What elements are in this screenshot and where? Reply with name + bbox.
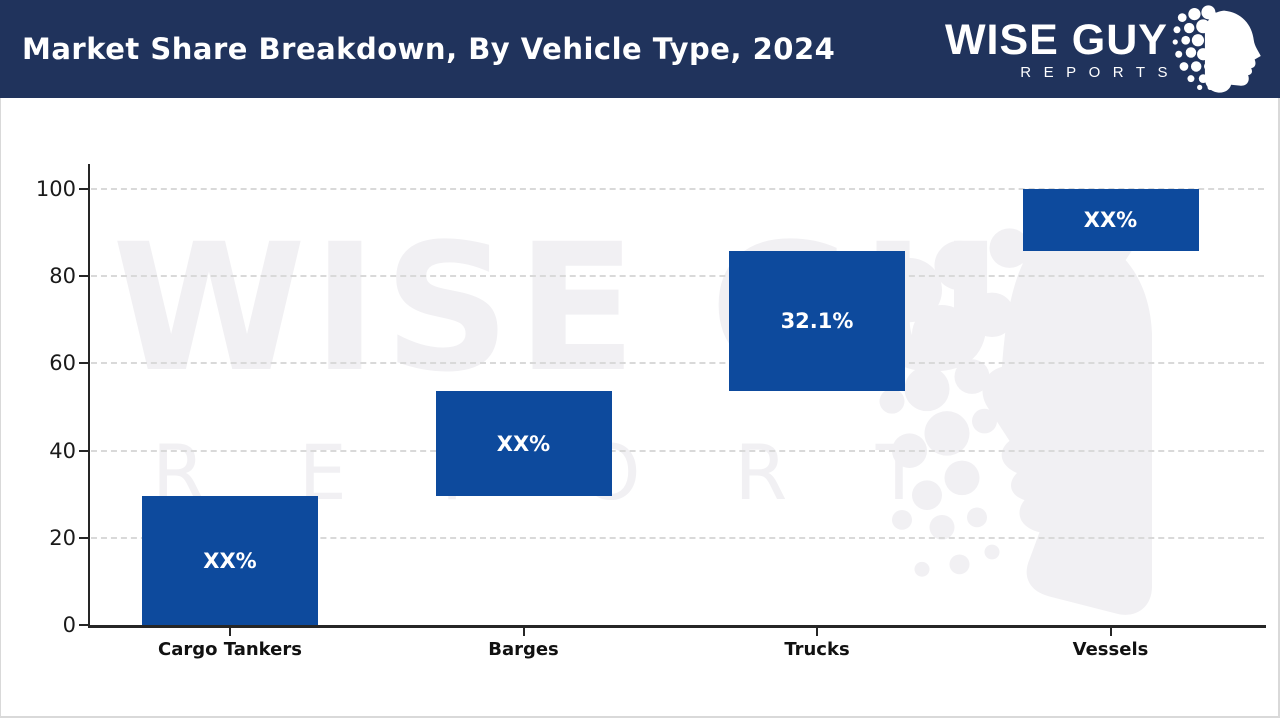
page-border-right [1278, 98, 1280, 718]
logo-text: WISE GUY REPORTS [945, 18, 1168, 81]
page-border-left [0, 98, 1, 718]
gridline-20 [91, 536, 1264, 539]
gridline-60 [91, 362, 1264, 365]
gridline-40 [91, 449, 1264, 452]
y-tick-mark [79, 624, 88, 626]
x-tick-label: Cargo Tankers [158, 639, 302, 660]
gridline-80 [91, 275, 1264, 278]
page-border-bottom [0, 716, 1280, 718]
y-tick-label: 0 [62, 613, 76, 637]
y-tick-label: 20 [49, 525, 76, 550]
bar-value-label: 32.1% [780, 309, 854, 334]
y-axis-line [88, 164, 90, 627]
x-tick-mark [522, 628, 525, 636]
x-tick-mark [816, 628, 818, 636]
bar-value-label: XX% [1083, 208, 1138, 233]
page-title: Market Share Breakdown, By Vehicle Type,… [22, 32, 836, 66]
logo-face-icon [1172, 5, 1261, 93]
y-tick-mark [79, 362, 88, 365]
logo-subtitle: REPORTS [1020, 63, 1180, 81]
x-tick-label: Trucks [784, 639, 850, 660]
logo-wordmark: WISE GUY [944, 15, 1168, 64]
y-tick-mark [79, 536, 88, 539]
bar-cargo-tankers: XX% [142, 496, 318, 625]
x-tick-mark [229, 628, 231, 636]
brand-logo: WISE GUY REPORTS [945, 3, 1280, 95]
x-tick-mark [1109, 628, 1112, 636]
x-tick-label: Vessels [1072, 639, 1149, 660]
bar-vessels: XX% [1022, 189, 1199, 252]
bar-trucks: 32.1% [729, 251, 905, 392]
header: Market Share Breakdown, By Vehicle Type,… [0, 0, 1280, 98]
watermark-face-icon [877, 228, 1152, 615]
y-tick-mark [79, 275, 88, 278]
bar-barges: XX% [435, 391, 612, 497]
y-tick-mark [79, 188, 88, 190]
y-tick-label: 80 [49, 264, 76, 289]
plot: 0 20 40 60 80 100 XX% Cargo Tankers XX% Barges 32.… [0, 98, 1280, 720]
y-tick-label: 60 [49, 351, 76, 376]
bar-value-label: XX% [496, 431, 551, 456]
y-tick-label: 40 [49, 438, 76, 463]
bar-value-label: XX% [203, 548, 257, 573]
chart-area: WISE GUY REPORTS 0 20 40 60 80 100 XX% Cargo Ta… [0, 98, 1280, 720]
y-tick-label: 100 [35, 177, 76, 201]
gridline-100 [91, 188, 1264, 190]
x-axis-line [88, 625, 1266, 628]
y-tick-mark [79, 449, 88, 452]
x-tick-label: Barges [488, 639, 559, 660]
